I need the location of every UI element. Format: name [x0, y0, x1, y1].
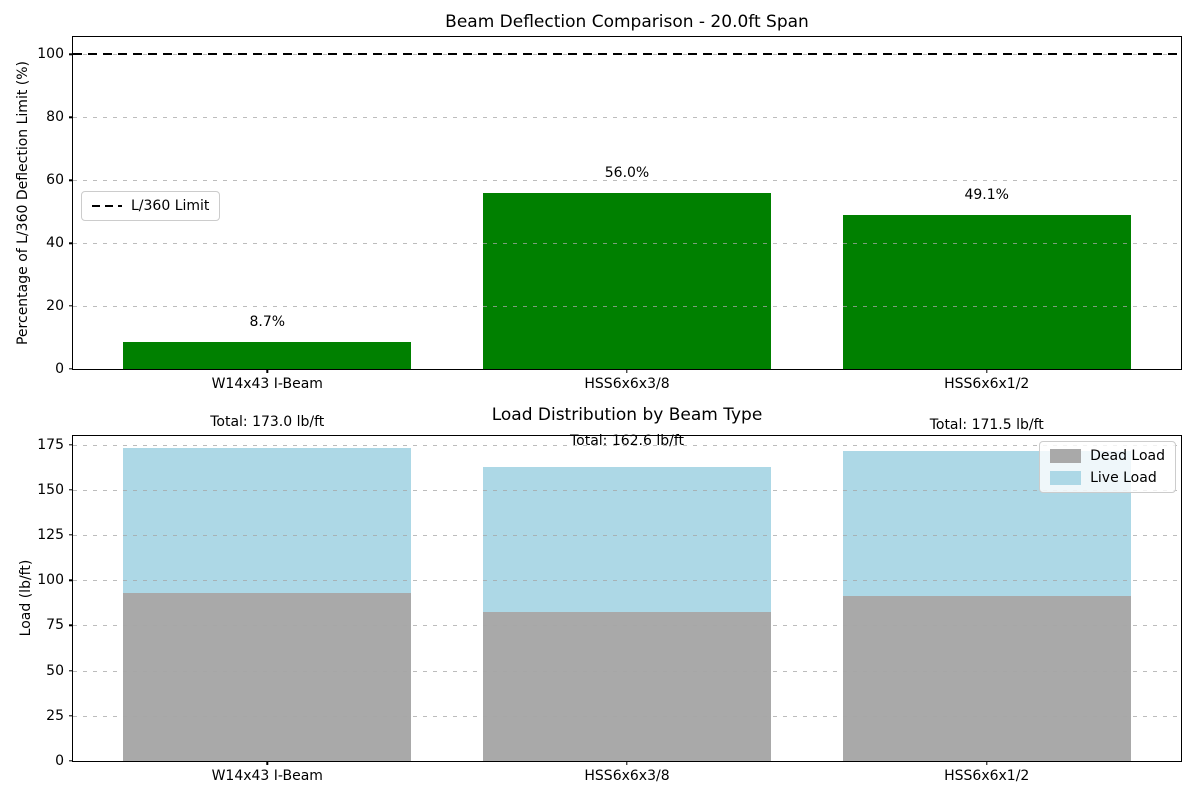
x-tick-label-hss6x6x1-2: HSS6x6x1/2 — [944, 376, 1030, 392]
grid-line — [73, 715, 1181, 717]
bar-segment-dead-load-hss6x6x1-2 — [842, 595, 1131, 761]
grid-line — [73, 444, 1181, 446]
y-tick-label: 50 — [46, 662, 64, 679]
l360-limit-legend: L/360 Limit — [81, 191, 221, 221]
grid-line — [73, 580, 1181, 582]
y-tick-label: 80 — [46, 109, 64, 126]
load-chart-title: Load Distribution by Beam Type — [491, 405, 763, 425]
y-tick-label: 40 — [46, 235, 64, 252]
bar-value-label: 8.7% — [249, 313, 286, 330]
y-tick-mark — [69, 53, 73, 55]
grid-line — [73, 306, 1181, 308]
y-tick-label: 0 — [55, 361, 64, 377]
y-tick-mark — [69, 179, 73, 181]
y-tick-label: 100 — [37, 572, 64, 589]
deflection-plot-area: L/360 Limit 0 20 40 60 80 100 W14x43 I-Beam 8.7… — [37, 36, 1182, 392]
y-tick-mark — [69, 305, 73, 307]
grid-line — [73, 243, 1181, 245]
x-tick-mark — [626, 369, 628, 373]
legend-label: Dead Load — [1090, 448, 1165, 464]
y-tick-mark — [69, 534, 73, 536]
x-tick-label-hss6x6x3-8: HSS6x6x3/8 — [584, 768, 670, 784]
deflection-chart-title: Beam Deflection Comparison - 20.0ft Span — [445, 12, 809, 32]
y-tick-mark — [69, 624, 73, 627]
dead-load-swatch-icon — [1050, 449, 1082, 463]
y-tick-mark — [69, 579, 73, 581]
l360-limit-reference-line — [73, 53, 1181, 56]
x-tick-mark — [266, 369, 268, 373]
y-tick-label: 175 — [37, 436, 64, 453]
total-label: Total: 162.6 lb/ft — [569, 432, 685, 449]
live-load-swatch-icon — [1050, 471, 1082, 485]
x-tick-mark — [986, 761, 988, 765]
y-tick-label: 25 — [46, 707, 64, 724]
y-tick-mark — [69, 242, 73, 244]
bar-hss6x6x1-2 — [842, 214, 1131, 369]
dashed-line-icon — [92, 205, 122, 207]
y-tick-mark — [69, 116, 73, 118]
x-tick-label-w14x43-i-beam: W14x43 I-Beam — [211, 376, 323, 392]
deflection-y-axis-label: Percentage of L/360 Deflection Limit (%) — [15, 60, 31, 346]
y-tick-mark — [69, 368, 73, 370]
bar-segment-dead-load-hss6x6x3-8 — [483, 611, 771, 761]
grid-line — [73, 534, 1181, 536]
bar-segment-live-load-w14x43-i-beam — [123, 448, 412, 593]
grid-line — [73, 117, 1181, 119]
legend-label: Live Load — [1090, 470, 1157, 486]
y-tick-label: 125 — [37, 526, 64, 543]
load-plot-area: Dead Load Live Load 0 25 50 75 100 125 150 175 W… — [37, 414, 1182, 784]
grid-line — [73, 180, 1181, 182]
legend-row-live-load: Live Load — [1050, 470, 1165, 486]
total-label: Total: 173.0 lb/ft — [210, 414, 325, 431]
total-label: Total: 171.5 lb/ft — [929, 416, 1044, 433]
grid-line — [73, 625, 1181, 627]
y-tick-label: 60 — [46, 172, 64, 189]
x-tick-mark — [626, 761, 628, 765]
x-tick-mark — [986, 369, 988, 373]
grid-line — [73, 489, 1181, 491]
y-tick-mark — [69, 715, 73, 717]
x-tick-label-hss6x6x3-8: HSS6x6x3/8 — [584, 376, 670, 392]
y-tick-mark — [69, 760, 73, 762]
load-y-axis-label: Load (lb/ft) — [18, 559, 34, 637]
x-tick-label-w14x43-i-beam: W14x43 I-Beam — [211, 768, 323, 784]
grid-line — [73, 670, 1181, 672]
bar-value-label: 49.1% — [964, 186, 1009, 203]
bar-segment-dead-load-w14x43-i-beam — [123, 592, 412, 761]
x-tick-label-hss6x6x1-2: HSS6x6x1/2 — [944, 768, 1030, 784]
x-tick-mark — [266, 761, 268, 765]
y-tick-label: 150 — [37, 481, 64, 498]
bar-w14x43-i-beam — [123, 341, 412, 369]
y-tick-label: 75 — [46, 617, 64, 634]
y-tick-mark — [69, 443, 73, 446]
legend-row-dead-load: Dead Load — [1050, 448, 1165, 464]
y-tick-label: 100 — [37, 46, 64, 63]
bar-segment-live-load-hss6x6x3-8 — [483, 466, 771, 612]
bar-hss6x6x3-8 — [483, 192, 771, 369]
y-tick-label: 0 — [55, 753, 64, 769]
y-tick-label: 20 — [46, 298, 64, 315]
y-tick-mark — [69, 489, 73, 491]
y-tick-mark — [69, 669, 73, 672]
legend-label: L/360 Limit — [131, 198, 210, 214]
load-legend: Dead Load Live Load — [1039, 441, 1176, 493]
bar-value-label: 56.0% — [604, 164, 650, 181]
